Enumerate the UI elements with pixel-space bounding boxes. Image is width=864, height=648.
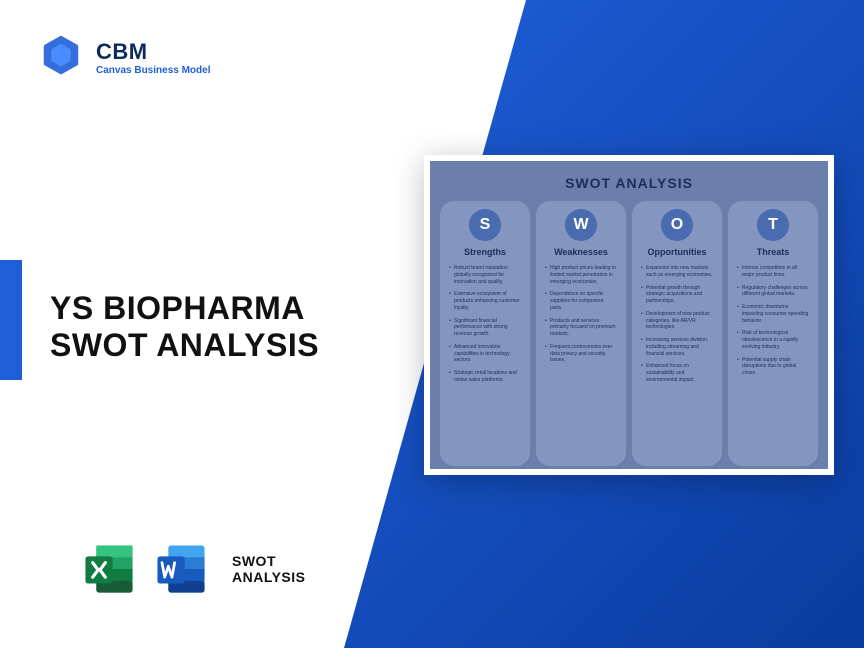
headline-line1: YS BIOPHARMA [50, 290, 319, 327]
headline-line2: SWOT ANALYSIS [50, 327, 319, 364]
swot-bullet: Regulatory challenges across different g… [737, 285, 809, 299]
swot-bullet: Significant financial performance with s… [449, 318, 521, 338]
page-title: YS BIOPHARMA SWOT ANALYSIS [50, 290, 319, 364]
swot-bullet: Expansion into new markets such as emerg… [641, 265, 713, 279]
swot-card: SWOT ANALYSIS S Strengths Robust brand rep… [424, 155, 834, 475]
swot-bullet: Dependence on specific suppliers for com… [545, 291, 617, 311]
swot-bullet: Increasing services division, including … [641, 337, 713, 357]
footer-label: SWOT ANALYSIS [232, 553, 306, 585]
swot-bullets: Expansion into new markets such as emerg… [638, 265, 716, 390]
swot-letter: W [565, 209, 597, 241]
swot-bullet: Development of new product categories, l… [641, 311, 713, 331]
swot-bullet: Potential supply chain disruptions due t… [737, 357, 809, 377]
swot-bullets: Intense competition in all major product… [734, 265, 812, 383]
swot-col-w: W Weaknesses High product prices leading t… [536, 201, 626, 466]
card-title: SWOT ANALYSIS [440, 175, 818, 191]
swot-letter: O [661, 209, 693, 241]
swot-bullet: Potential growth through strategic acqui… [641, 285, 713, 305]
brand-name: CBM [96, 39, 210, 65]
swot-letter: T [757, 209, 789, 241]
excel-icon [80, 540, 138, 598]
swot-bullet: Advanced innovation capabilities in tech… [449, 344, 521, 364]
swot-bullet: Extensive ecosystem of products enhancin… [449, 291, 521, 311]
swot-bullet: Frequent controversies over data privacy… [545, 344, 617, 364]
swot-bullet: Economic downturns impacting consumer sp… [737, 304, 809, 324]
left-accent-bar [0, 260, 22, 380]
swot-columns: S Strengths Robust brand reputation global… [440, 201, 818, 466]
swot-bullet: Enhanced focus on sustainability and env… [641, 363, 713, 383]
swot-letter: S [469, 209, 501, 241]
logo: CBM Canvas Business Model [38, 34, 210, 80]
word-icon [152, 540, 210, 598]
footer-line1: SWOT [232, 553, 306, 569]
swot-bullet: Robust brand reputation globally recogni… [449, 265, 521, 285]
swot-bullet: Intense competition in all major product… [737, 265, 809, 279]
logo-icon [38, 34, 84, 80]
swot-heading: Strengths [464, 247, 506, 257]
swot-bullets: High product prices leading to limited m… [542, 265, 620, 370]
swot-bullets: Robust brand reputation globally recogni… [446, 265, 524, 390]
footer-line2: ANALYSIS [232, 569, 306, 585]
footer-icons: SWOT ANALYSIS [80, 540, 306, 598]
swot-col-s: S Strengths Robust brand reputation global… [440, 201, 530, 466]
swot-heading: Opportunities [648, 247, 707, 257]
brand-sub: Canvas Business Model [96, 65, 210, 76]
swot-col-t: T Threats Intense competition in all major… [728, 201, 818, 466]
swot-bullet: High product prices leading to limited m… [545, 265, 617, 285]
swot-heading: Threats [757, 247, 790, 257]
swot-bullet: Products and services primarily focused … [545, 318, 617, 338]
swot-heading: Weaknesses [554, 247, 608, 257]
swot-bullet: Risk of technological obsolescence in a … [737, 330, 809, 350]
swot-bullet: Strategic retail locations and online sa… [449, 370, 521, 384]
swot-col-o: O Opportunities Expansion into new markets… [632, 201, 722, 466]
